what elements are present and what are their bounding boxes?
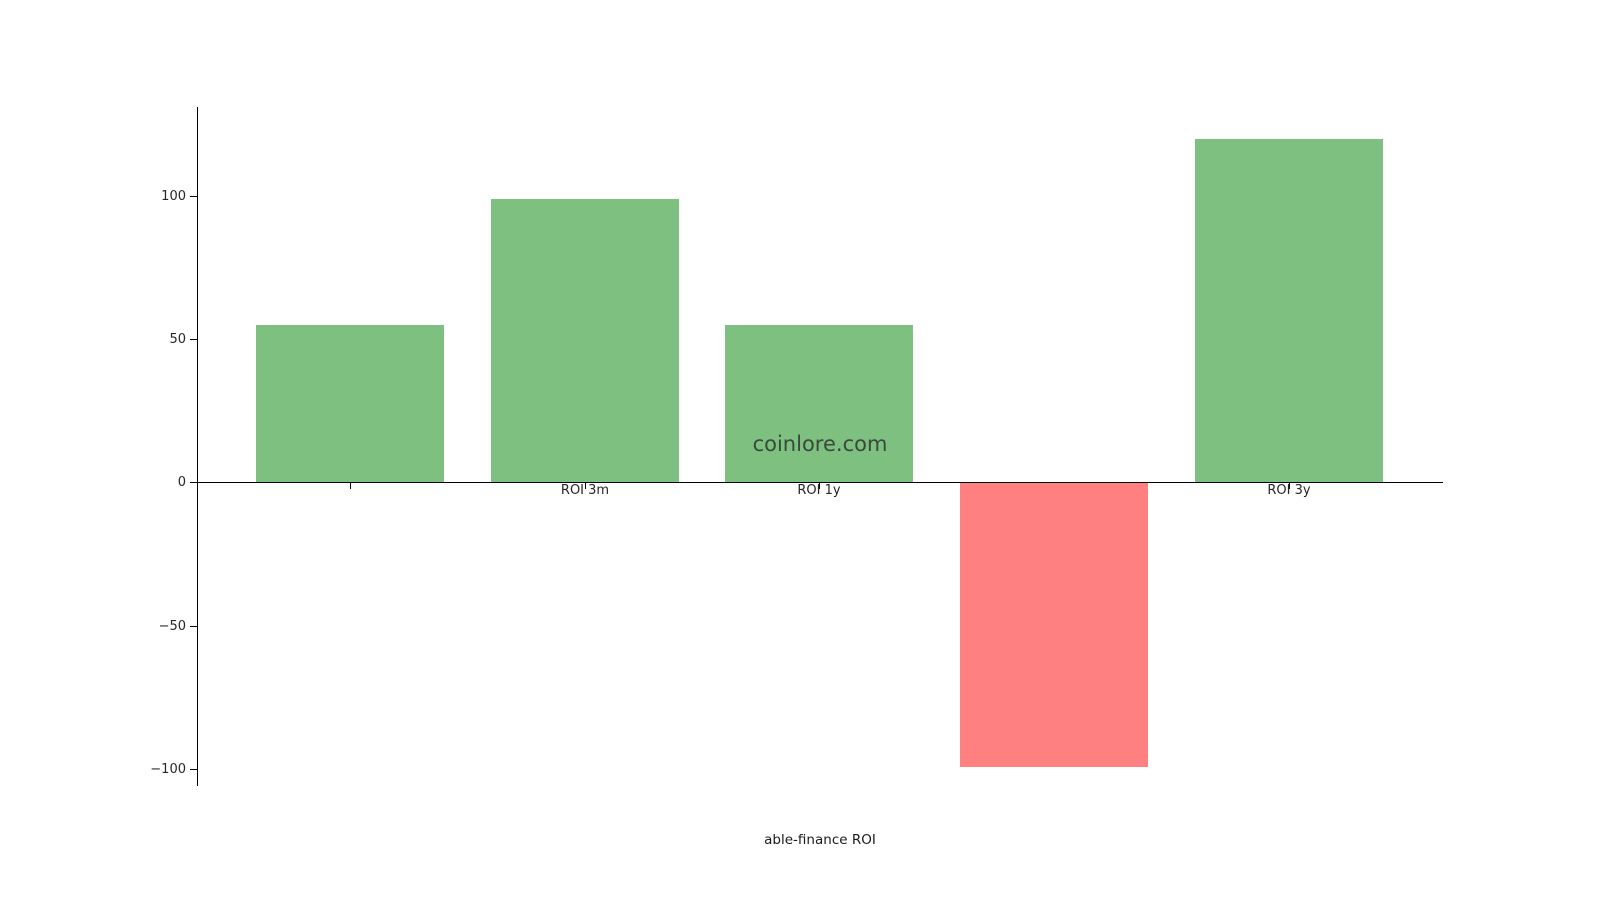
- y-tick-mark: [190, 769, 197, 770]
- x-tick-label-roi-3m: ROI 3m: [560, 483, 610, 498]
- y-tick-label: −100: [150, 762, 186, 777]
- y-tick-label: 50: [169, 332, 186, 347]
- y-axis-line: [197, 107, 198, 786]
- y-tick-label: 0: [177, 475, 186, 490]
- y-tick-mark: [190, 339, 197, 340]
- bar-roi-3m: [491, 199, 679, 483]
- y-tick-mark: [190, 196, 197, 197]
- y-tick-mark: [190, 626, 197, 627]
- watermark-text: coinlore.com: [752, 432, 888, 456]
- chart-title: able-finance ROI: [764, 832, 876, 848]
- x-axis-line: [197, 482, 1443, 483]
- y-tick-mark: [190, 482, 197, 483]
- bar-unlabeled-0: [256, 325, 444, 483]
- x-tick-label-roi-1y: ROI 1y: [797, 483, 841, 498]
- x-tick-mark: [1289, 482, 1290, 489]
- x-tick-mark: [350, 482, 351, 489]
- bar-roi-3y: [1195, 139, 1383, 483]
- bar-unlabeled-3: [960, 483, 1148, 767]
- y-tick-label: 100: [161, 189, 186, 204]
- x-tick-mark: [585, 482, 586, 489]
- y-tick-label: −50: [158, 619, 186, 634]
- bar-roi-1y: [725, 325, 913, 483]
- x-tick-mark: [819, 482, 820, 489]
- x-tick-label-roi-3y: ROI 3y: [1267, 483, 1311, 498]
